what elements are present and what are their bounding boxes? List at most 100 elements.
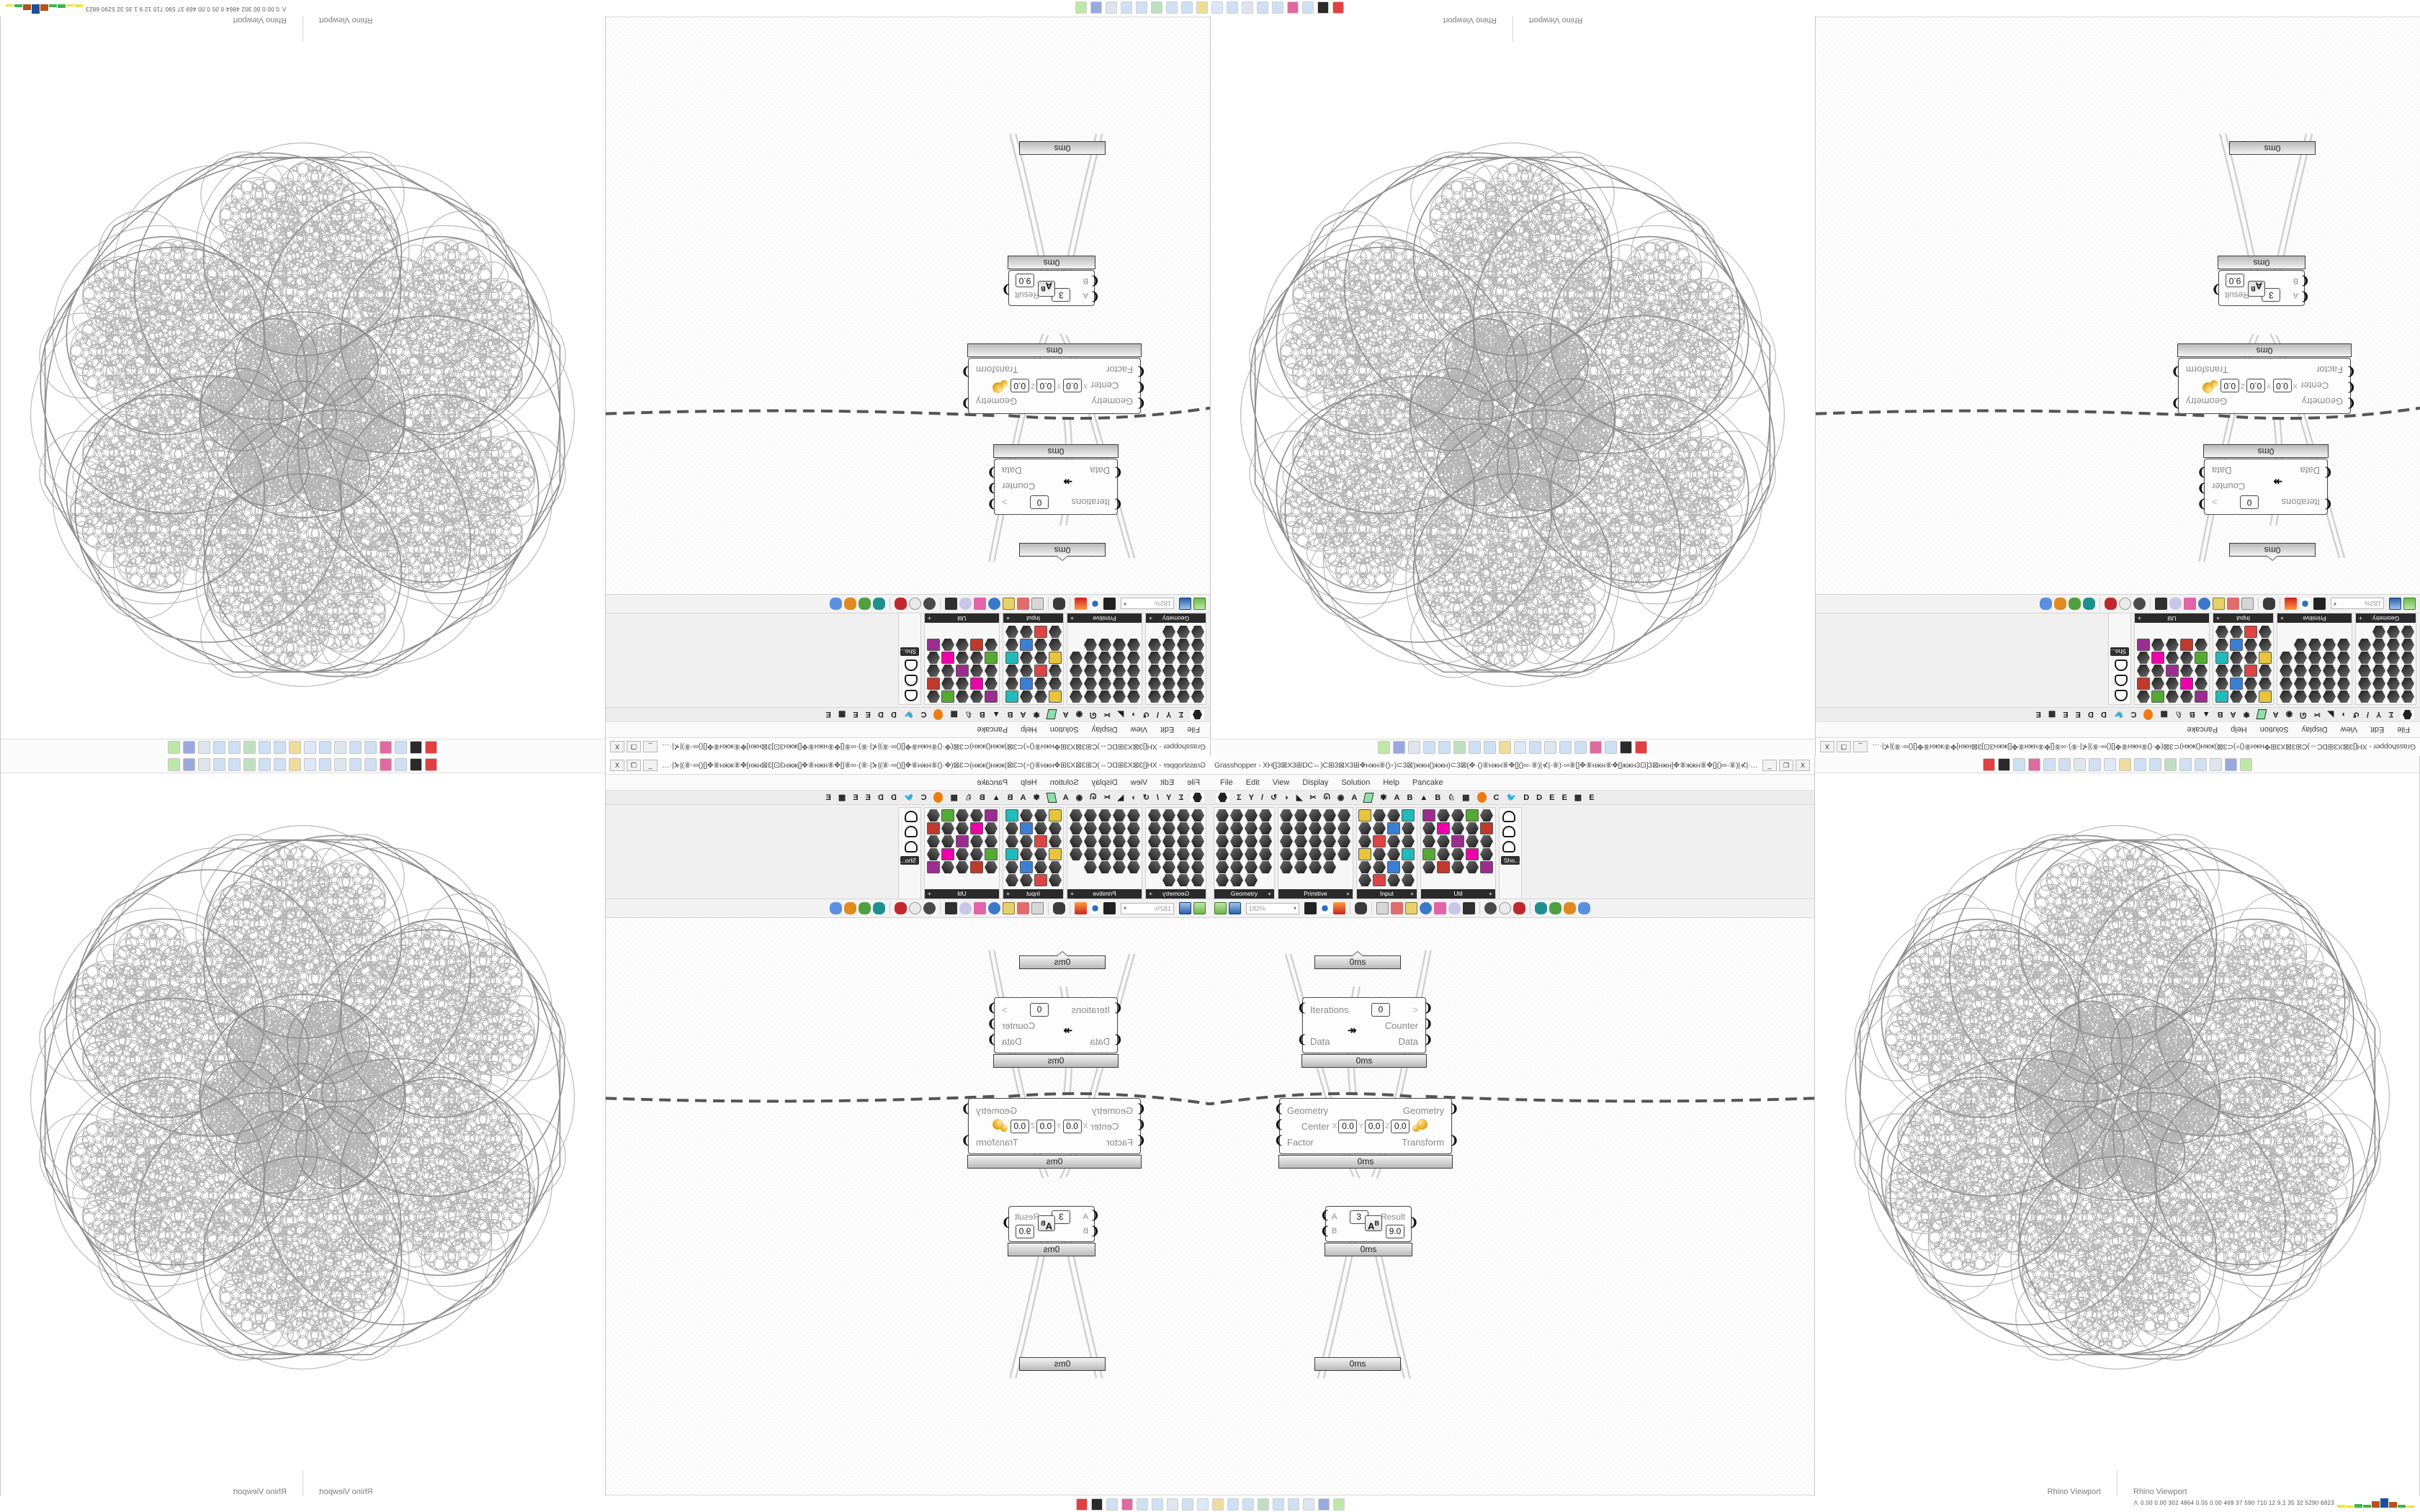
output-nub-gate[interactable]: ❩ bbox=[2197, 497, 2207, 510]
taskbar-app-icon[interactable] bbox=[1605, 741, 1618, 755]
ribbon-tab-loop-icon[interactable]: ↺ bbox=[1143, 793, 1150, 802]
input-component-icon[interactable] bbox=[2244, 626, 2257, 638]
util-component-icon[interactable] bbox=[1422, 848, 1435, 860]
geometry-component-icon[interactable] bbox=[1216, 861, 1229, 873]
util-component-icon[interactable] bbox=[1480, 822, 1493, 834]
input-component-icon[interactable] bbox=[2230, 639, 2243, 651]
os-taskbar-app-icon[interactable] bbox=[1242, 1498, 1254, 1511]
input-component-icon[interactable] bbox=[1358, 809, 1371, 822]
util-component-icon[interactable] bbox=[970, 809, 983, 822]
ribbon-tab-letter-e3-icon[interactable]: E bbox=[1589, 793, 1594, 802]
input-component-icon[interactable] bbox=[2259, 678, 2272, 690]
geometry-component-icon[interactable] bbox=[1245, 861, 1258, 873]
flame-icon[interactable] bbox=[1333, 902, 1345, 914]
glasses-icon[interactable] bbox=[1501, 840, 1517, 854]
balloon-icon[interactable] bbox=[1448, 902, 1461, 914]
util-component-icon[interactable] bbox=[1422, 822, 1435, 834]
loop-start-component[interactable]: ❨ Iterations 0 > ❩ ↠ Counter ❩ ❨ bbox=[987, 444, 1123, 515]
glasses-icon[interactable] bbox=[1501, 824, 1517, 839]
input-component-icon[interactable] bbox=[1373, 861, 1386, 873]
input-component-icon[interactable] bbox=[1005, 626, 1018, 638]
ribbon-tab-curve-icon[interactable]: ᘏ bbox=[1090, 793, 1096, 802]
ribbon-tab-letter-b2-icon[interactable]: B bbox=[980, 711, 985, 719]
input-component-icon[interactable] bbox=[1034, 690, 1047, 703]
taskbar-app-icon[interactable] bbox=[213, 757, 226, 771]
ribbon-tab-curve-icon[interactable]: ᘏ bbox=[2300, 710, 2306, 719]
geometry-component-icon[interactable] bbox=[1162, 665, 1175, 677]
primitive-component-icon[interactable] bbox=[1113, 861, 1126, 873]
ribbon-tab-letter-b2-icon[interactable]: B bbox=[2190, 711, 2195, 719]
ribbon-tab-hexagon-icon[interactable] bbox=[1191, 793, 1204, 802]
primitive-component-icon[interactable] bbox=[2323, 678, 2336, 690]
ribbon-tab-letter-b-icon[interactable]: B bbox=[2218, 711, 2223, 719]
input-component-icon[interactable] bbox=[1049, 809, 1062, 822]
input-component-icon[interactable] bbox=[2259, 652, 2272, 664]
ribbon-tab-bird-icon[interactable]: 🐦 bbox=[904, 710, 914, 719]
geometry-component-icon[interactable] bbox=[2358, 652, 2371, 664]
geometry-component-icon[interactable] bbox=[1177, 690, 1190, 703]
primitive-component-icon[interactable] bbox=[2294, 639, 2307, 651]
util-component-icon[interactable] bbox=[941, 809, 954, 822]
ribbon-tab-mountain-icon[interactable]: ▲ bbox=[1420, 793, 1428, 802]
input-nub-center[interactable]: ❨ bbox=[2347, 380, 2356, 393]
util-component-icon[interactable] bbox=[1451, 822, 1464, 834]
os-taskbar-app-icon[interactable] bbox=[1332, 1, 1345, 14]
taskbar-app-icon[interactable] bbox=[183, 741, 196, 755]
ribbon-tab-leaf-icon[interactable]: ◗ bbox=[1131, 793, 1136, 802]
util-component-icon[interactable] bbox=[2151, 652, 2164, 664]
ribbon-tab-bird-icon[interactable]: 🐦 bbox=[904, 793, 914, 802]
ribbon-tab-letter-b-icon[interactable]: B bbox=[1008, 711, 1013, 719]
geometry-component-icon[interactable] bbox=[1148, 678, 1161, 690]
geometry-component-icon[interactable] bbox=[1177, 639, 1190, 651]
taskbar-app-icon[interactable] bbox=[1590, 741, 1603, 755]
util-component-icon[interactable] bbox=[1451, 835, 1464, 847]
geometry-component-icon[interactable] bbox=[2372, 678, 2385, 690]
primitive-component-icon[interactable] bbox=[1084, 639, 1097, 651]
grasshopper-canvas[interactable]: 0ms ❨ Iterations 0 > ❩ ↠ bbox=[1210, 918, 1814, 1495]
ribbon-tab-letter-c-icon[interactable]: C bbox=[1494, 793, 1500, 802]
util-component-icon[interactable] bbox=[985, 822, 998, 834]
util-component-icon[interactable] bbox=[2151, 639, 2164, 651]
os-taskbar-app-icon[interactable] bbox=[1227, 1498, 1239, 1511]
menu-item-solution[interactable]: Solution bbox=[1050, 726, 1079, 734]
output-nub-geometry[interactable]: ❩ bbox=[1449, 1103, 1458, 1116]
taskbar-app-icon[interactable] bbox=[364, 757, 377, 771]
input-component-icon[interactable] bbox=[2215, 678, 2228, 690]
output-nub-data[interactable]: ❩ bbox=[987, 1034, 997, 1047]
os-taskbar-app-icon[interactable] bbox=[1211, 1498, 1224, 1511]
output-nub-transform[interactable]: ❩ bbox=[2172, 364, 2181, 377]
os-taskbar-app-icon[interactable] bbox=[1272, 1, 1284, 14]
cluster-icon[interactable] bbox=[1463, 902, 1475, 914]
util-component-icon[interactable] bbox=[1480, 835, 1493, 847]
taskbar-app-icon[interactable] bbox=[289, 741, 302, 755]
grasshopper-canvas[interactable]: 0ms ❨ Iterations 0 > ❩ ↠ bbox=[606, 918, 1210, 1495]
sphere-gizmo-icon[interactable] bbox=[990, 1119, 1009, 1133]
close-button[interactable]: X bbox=[1820, 741, 1834, 753]
ribbon-tab-scissors-icon[interactable]: ✂ bbox=[1103, 710, 1110, 719]
ribbon-tab-leaf-icon[interactable]: ◗ bbox=[2341, 711, 2346, 719]
menu-item-edit[interactable]: Edit bbox=[1160, 726, 1174, 734]
geometry-component-icon[interactable] bbox=[1148, 848, 1161, 860]
preview-eye-icon[interactable] bbox=[1089, 598, 1101, 610]
util-component-icon[interactable] bbox=[927, 861, 940, 873]
util-component-icon[interactable] bbox=[985, 665, 998, 677]
output-nub-counter[interactable]: ❩ bbox=[987, 481, 997, 494]
primitive-component-icon[interactable] bbox=[2294, 665, 2307, 677]
open-file-icon[interactable] bbox=[1193, 598, 1206, 610]
input-component-icon[interactable] bbox=[2215, 690, 2228, 703]
taskbar-app-icon[interactable] bbox=[395, 757, 408, 771]
gha-icon[interactable] bbox=[1017, 902, 1029, 914]
input-component-icon[interactable] bbox=[1049, 848, 1062, 860]
input-component-icon[interactable] bbox=[1020, 626, 1033, 638]
gha-icon[interactable] bbox=[2227, 598, 2239, 610]
input-component-icon[interactable] bbox=[2215, 626, 2228, 638]
zoom-level-field[interactable]: 182% bbox=[1121, 902, 1174, 914]
taskbar-app-icon[interactable] bbox=[2239, 757, 2252, 771]
taskbar-app-icon[interactable] bbox=[274, 741, 287, 755]
minimize-button[interactable]: _ bbox=[643, 741, 658, 753]
primitive-component-icon[interactable] bbox=[2280, 665, 2293, 677]
teal-gem-icon[interactable] bbox=[1535, 902, 1547, 914]
ribbon-tab-letter-c-icon[interactable]: C bbox=[921, 793, 927, 802]
ribbon-tab-orange-dot-icon[interactable] bbox=[933, 792, 944, 803]
primitive-component-icon[interactable] bbox=[1113, 835, 1126, 847]
